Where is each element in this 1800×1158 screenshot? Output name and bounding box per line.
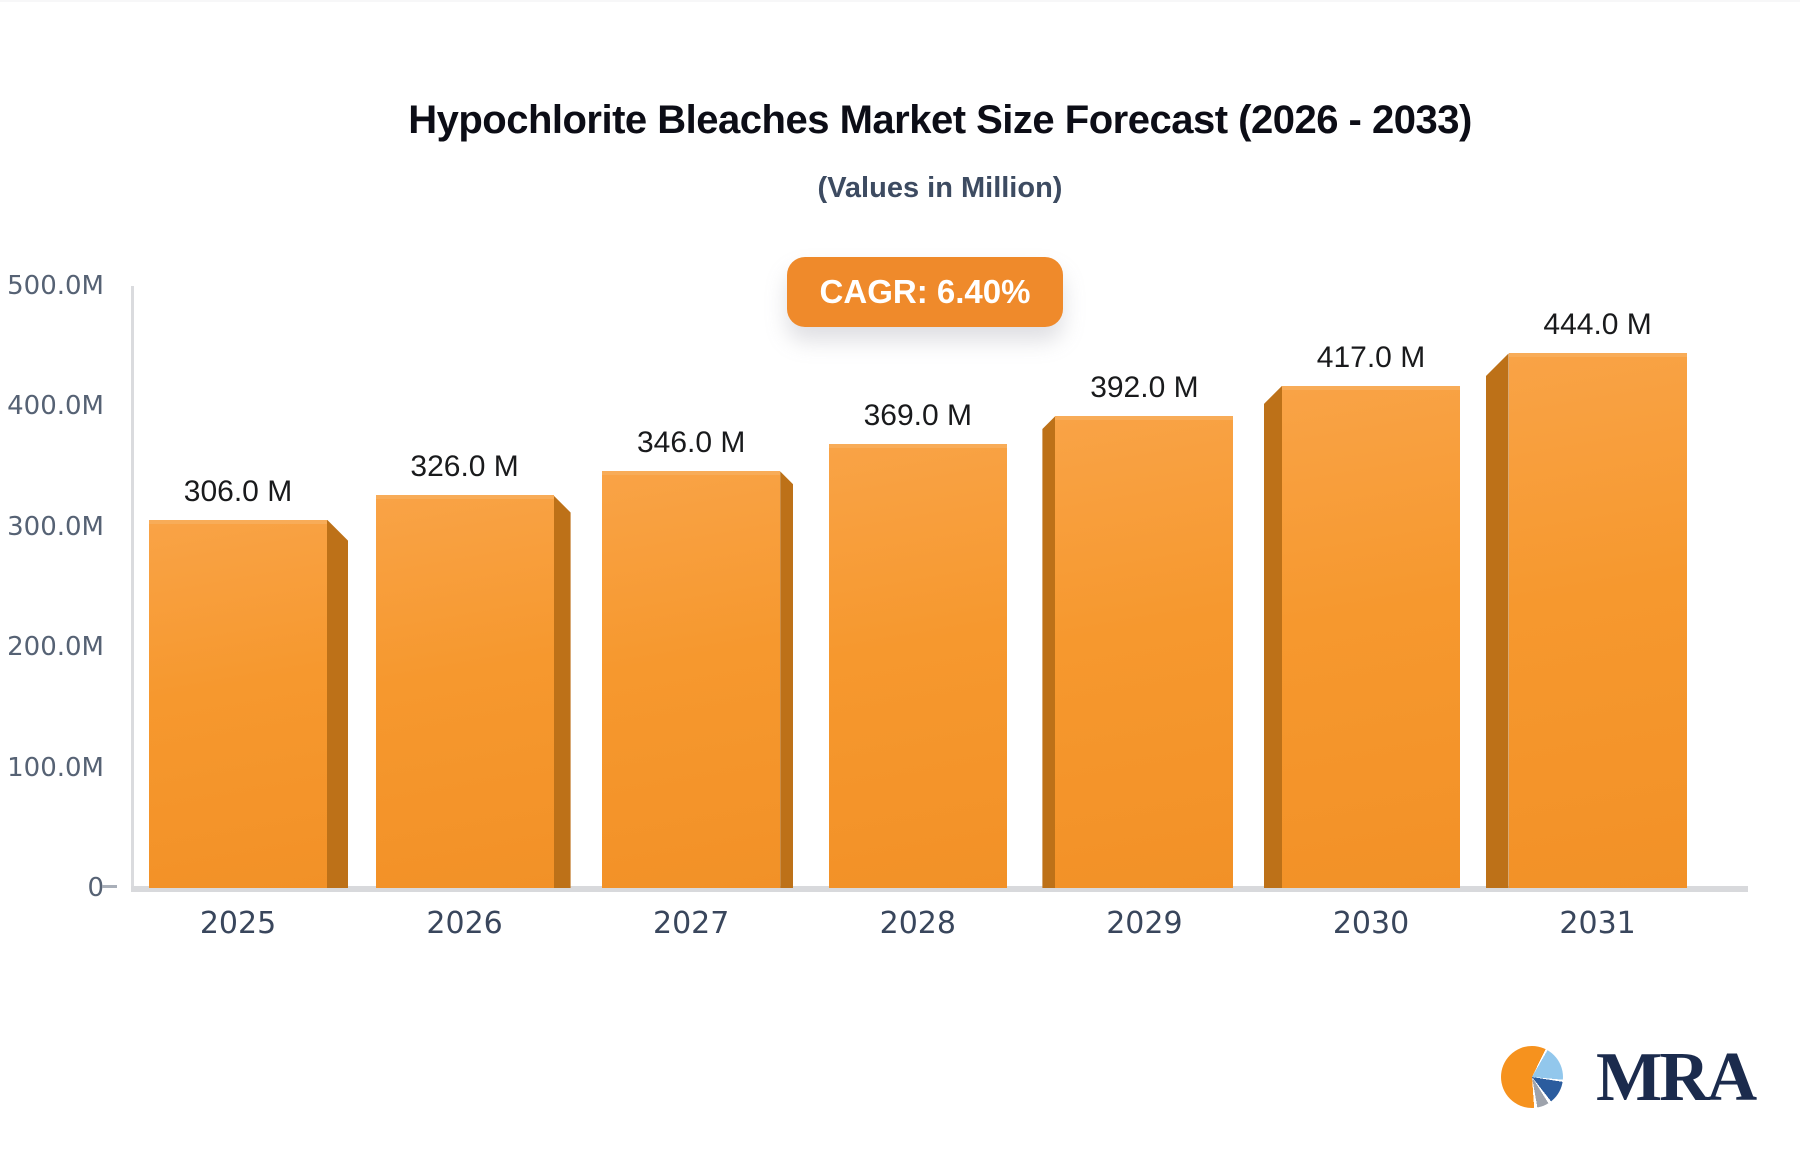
chart-subtitle: (Values in Million) (817, 172, 1063, 204)
bar-value-label: 392.0 M (1090, 371, 1199, 405)
x-tick-label: 2025 (199, 906, 277, 941)
mra-logo: MRA (1501, 1040, 1781, 1116)
logo-text: MRA (1596, 1039, 1757, 1116)
bar-value-label: 417.0 M (1316, 340, 1426, 374)
y-tick-label: 400.0M (7, 391, 104, 422)
bar-2027 (602, 471, 781, 888)
zero-tick-dash (102, 885, 117, 888)
x-tick-label: 2031 (1559, 906, 1636, 941)
x-tick-label: 2029 (1106, 906, 1183, 941)
bar-2026 (375, 495, 554, 888)
y-tick-label: 100.0M (7, 752, 104, 783)
x-axis-line (131, 886, 1748, 892)
bar-side-shading (780, 471, 794, 888)
bar-2025 (149, 519, 327, 888)
bar-value-label: 444.0 M (1543, 308, 1652, 342)
bar-side-shading (553, 495, 571, 888)
bar-2031 (1508, 353, 1687, 888)
x-tick-label: 2028 (879, 906, 956, 941)
pie-chart-icon (1501, 1046, 1563, 1108)
x-tick-label: 2027 (653, 906, 730, 941)
y-tick-label: 300.0M (7, 511, 104, 542)
bar-value-label: 369.0 M (863, 398, 972, 432)
bar-value-label: 306.0 M (183, 474, 293, 508)
bar-2028 (828, 443, 1007, 888)
bar-value-label: 326.0 M (410, 450, 519, 484)
bar-value-label: 346.0 M (636, 426, 746, 460)
bar-side-shading (1485, 353, 1509, 888)
bar-side-shading (327, 519, 348, 888)
bar-2029 (1055, 416, 1234, 888)
x-tick-label: 2026 (426, 906, 503, 941)
y-tick-label: 0 (87, 873, 104, 903)
cagr-badge: CAGR: 6.40% (787, 257, 1063, 327)
bar-side-shading (1264, 385, 1282, 888)
x-tick-label: 2030 (1332, 906, 1410, 941)
bar-2030 (1282, 385, 1460, 888)
y-axis-line (131, 286, 134, 892)
y-tick-label: 500.0M (7, 271, 104, 301)
y-tick-label: 200.0M (7, 632, 104, 663)
bar-side-shading (1042, 416, 1056, 888)
chart-title: Hypochlorite Bleaches Market Size Foreca… (408, 98, 1472, 142)
